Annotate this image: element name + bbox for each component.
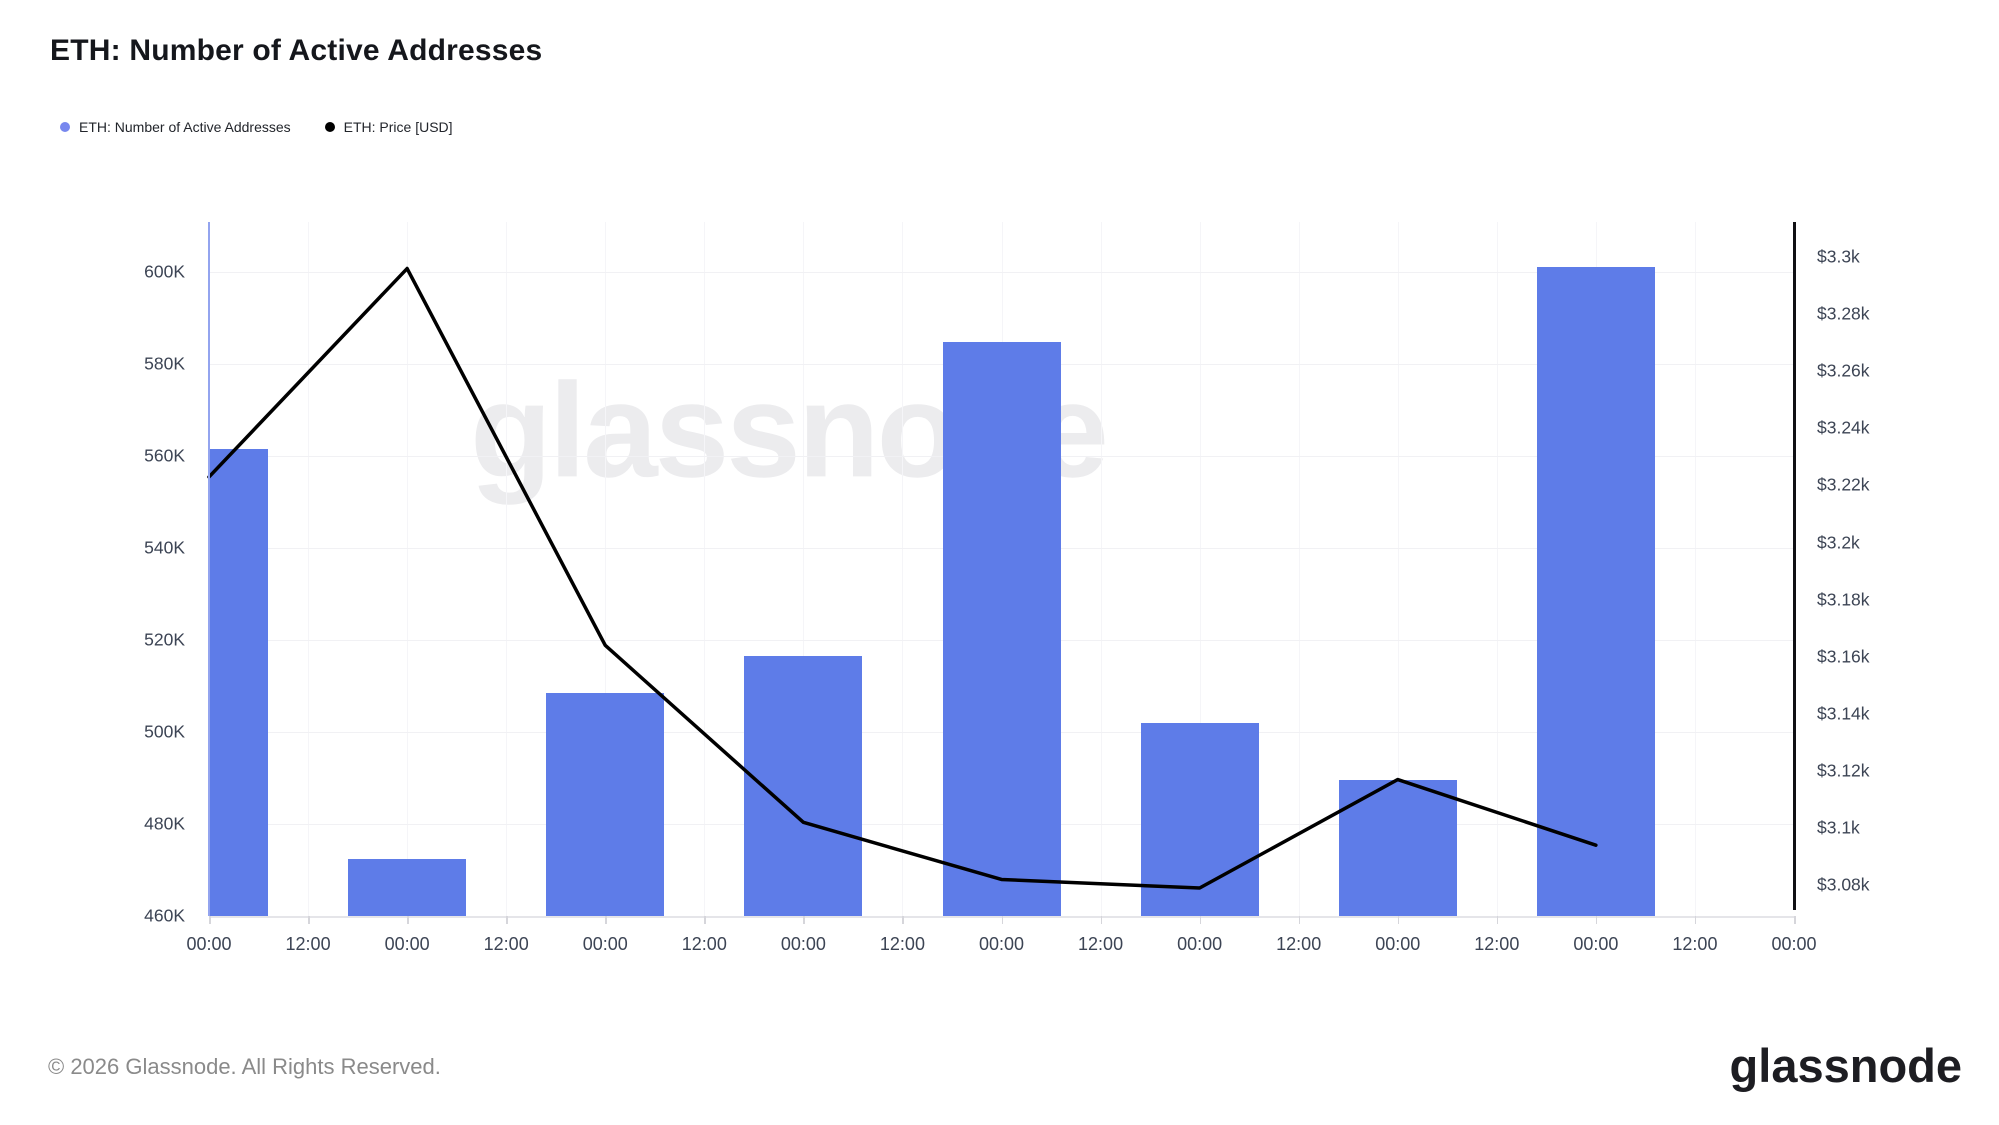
bar-active-addresses[interactable] — [209, 449, 268, 916]
v-gridline — [1100, 222, 1102, 916]
v-gridline — [308, 222, 310, 916]
x-axis-tick-label: 12:00 — [285, 934, 331, 954]
x-axis-tick-label: 00:00 — [978, 934, 1025, 954]
v-gridline — [704, 222, 706, 916]
x-axis-tick-label: 12:00 — [879, 934, 925, 954]
v-gridline — [1397, 222, 1399, 916]
x-axis-tick-label: 12:00 — [1078, 934, 1124, 954]
x-axis-tick-label: 00:00 — [780, 934, 826, 954]
bar-active-addresses[interactable] — [1140, 722, 1259, 916]
y-axis-left-tick-label: 580K — [144, 353, 185, 374]
y-axis-right-tick-label: $3.24k — [1817, 417, 1870, 438]
y-axis-left-tick-label: 480K — [144, 813, 185, 834]
v-gridline — [1199, 222, 1201, 916]
x-axis-tick-label: 00:00 — [1573, 934, 1619, 954]
x-axis-tick-mark — [308, 916, 310, 924]
y-axis-left-tick-label: 520K — [144, 629, 185, 650]
y-axis-right-tick-label: $3.3k — [1817, 246, 1860, 267]
x-axis-tick-label: 12:00 — [483, 934, 529, 954]
x-axis-tick-label: 00:00 — [1771, 934, 1817, 954]
x-axis-tick-mark — [1397, 916, 1400, 924]
bar-active-addresses[interactable] — [348, 858, 467, 916]
y-axis-right-tick-label: $3.14k — [1817, 703, 1870, 724]
y-axis-left-tick-label: 600K — [144, 261, 185, 282]
y-axis-left-tick-label: 560K — [144, 445, 185, 466]
bar-active-addresses[interactable] — [546, 692, 665, 916]
x-axis-tick-label: 12:00 — [1474, 934, 1520, 954]
v-gridline — [803, 222, 805, 916]
x-axis-tick-mark — [1298, 916, 1301, 924]
v-gridline — [605, 222, 607, 916]
y-axis-right-tick-label: $3.28k — [1817, 303, 1870, 324]
x-axis-tick-label: 00:00 — [582, 934, 628, 954]
x-axis-tick-mark — [407, 916, 409, 924]
legend-label-active-addresses: ETH: Number of Active Addresses — [79, 119, 291, 135]
x-axis-tick-label: 00:00 — [384, 934, 430, 954]
x-axis-tick-mark — [1496, 916, 1499, 924]
plot-left-border — [207, 222, 210, 916]
legend: ETH: Number of Active Addresses ETH: Pri… — [60, 119, 453, 135]
x-axis-tick-mark — [1595, 916, 1598, 924]
y-axis-left-tick-label: 540K — [144, 537, 185, 558]
y-axis-right-tick-label: $3.18k — [1817, 589, 1870, 610]
x-axis-tick-label: 00:00 — [186, 934, 232, 954]
bar-active-addresses[interactable] — [1536, 267, 1655, 916]
y-axis-right-tick-label: $3.08k — [1817, 874, 1870, 895]
glassnode-logo: glassnode — [1729, 1039, 1962, 1092]
x-axis-tick-mark — [1100, 916, 1103, 924]
x-axis-tick-mark — [704, 916, 706, 924]
legend-label-price: ETH: Price [USD] — [343, 119, 453, 135]
bar-active-addresses[interactable] — [942, 341, 1061, 916]
legend-dot-price-icon — [324, 122, 335, 132]
x-axis-tick-label: 12:00 — [681, 934, 727, 954]
h-gridline — [209, 272, 1794, 273]
footer-copyright: © 2026 Glassnode. All Rights Reserved. — [48, 1054, 441, 1079]
x-axis-tick-label: 12:00 — [1276, 934, 1322, 954]
x-axis-tick-label: 12:00 — [1672, 934, 1718, 954]
legend-item-price[interactable]: ETH: Price [USD] — [324, 119, 453, 135]
v-gridline — [902, 222, 904, 916]
y-axis-right-tick-label: $3.2k — [1817, 532, 1860, 553]
y-axis-left-tick-label: 500K — [144, 721, 185, 742]
v-gridline — [1694, 222, 1696, 916]
x-axis-tick-label: 00:00 — [1375, 934, 1421, 954]
x-axis-tick-mark — [605, 916, 607, 924]
legend-dot-active-addresses-icon — [60, 122, 70, 132]
v-gridline — [1496, 222, 1498, 916]
x-axis-tick-mark — [506, 916, 508, 924]
chart-title: ETH: Number of Active Addresses — [50, 34, 543, 67]
y-axis-right-tick-label: $3.26k — [1817, 360, 1870, 381]
legend-item-active-addresses[interactable]: ETH: Number of Active Addresses — [60, 119, 291, 135]
y-axis-right-tick-label: $3.16k — [1817, 646, 1870, 667]
x-axis-tick-mark — [1001, 916, 1003, 924]
y-axis-right-tick-label: $3.22k — [1817, 474, 1870, 495]
x-axis-tick-mark — [1694, 916, 1697, 924]
x-axis-tick-label: 00:00 — [1177, 934, 1223, 954]
price-line — [207, 266, 1598, 890]
x-axis-tick-mark — [1794, 916, 1796, 924]
y-axis-left-tick-label: 460K — [144, 905, 185, 926]
v-gridline — [407, 222, 409, 916]
v-gridline — [506, 222, 508, 916]
y-axis-right-tick-label: $3.1k — [1817, 817, 1860, 838]
right-axis-line — [1793, 222, 1796, 910]
x-axis-tick-mark — [803, 916, 805, 924]
v-gridline — [1298, 222, 1300, 916]
x-axis-tick-mark — [902, 916, 904, 924]
y-axis-right-tick-label: $3.12k — [1817, 760, 1870, 781]
x-axis-tick-mark — [1199, 916, 1202, 924]
x-axis-tick-mark — [209, 916, 211, 924]
